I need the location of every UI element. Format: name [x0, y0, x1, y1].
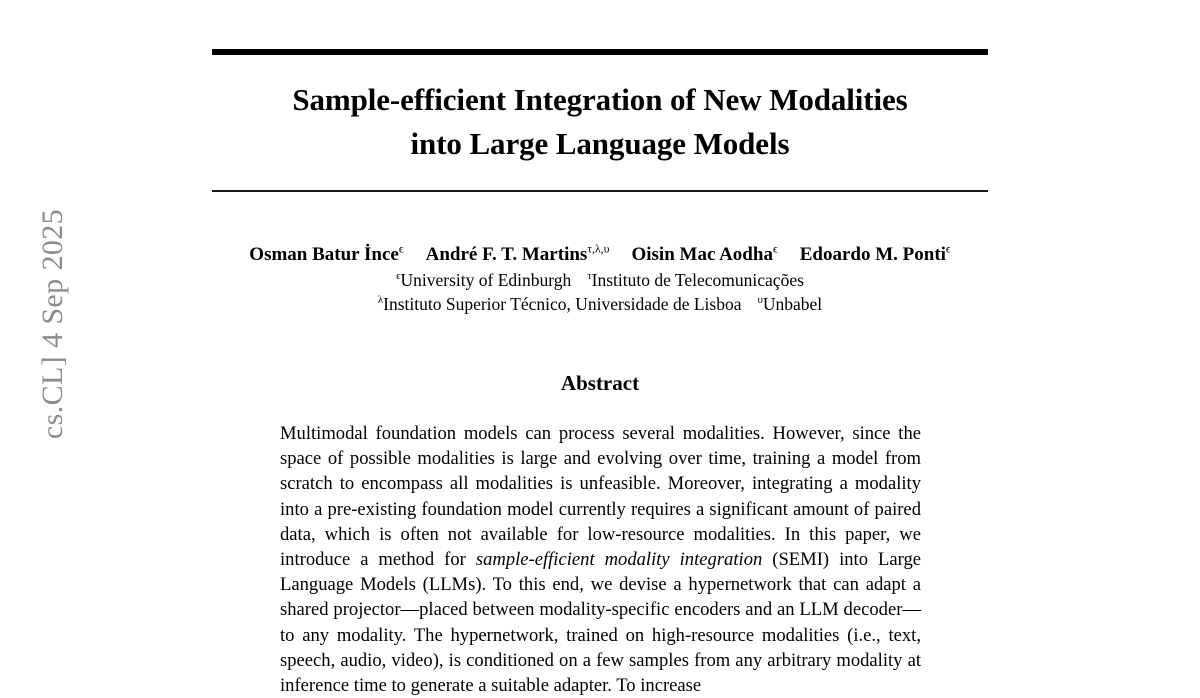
affiliation-name: University of Edinburgh [400, 270, 572, 290]
affiliation-mark: τ [587, 270, 592, 283]
author-entry: Osman Batur İnceϵ [249, 242, 404, 265]
affiliation-name: Instituto Superior Técnico, Universidade… [383, 294, 742, 314]
affiliation-name: Instituto de Telecomunicações [591, 270, 804, 290]
author-affiliation-mark: ϵ [945, 242, 951, 256]
header-rule-thick [212, 49, 988, 55]
page-title: Sample-efficient Integration of New Moda… [212, 78, 988, 166]
title-line-2: into Large Language Models [410, 126, 790, 161]
abstract-text-part-2: (SEMI) into Large Language Models (LLMs)… [280, 549, 921, 697]
affiliation-row: λInstituto Superior Técnico, Universidad… [212, 292, 988, 316]
author-affiliation-mark: ϵ [398, 242, 404, 256]
abstract-italic-term: sample-efficient modality integration [475, 549, 763, 571]
abstract-text-part-1: Multimodal foundation models can process… [280, 423, 921, 571]
affiliation-mark: ϵ [396, 270, 401, 283]
affiliation-row: ϵUniversity of Edinburgh τInstituto de Te… [212, 268, 988, 292]
title-rule-thin [212, 190, 988, 192]
authors-block: Osman Batur İnceϵ André F. T. Martinsτ,λ,… [212, 242, 988, 316]
abstract-heading: Abstract [560, 371, 640, 395]
affiliation-name: Unbabel [762, 294, 823, 314]
affiliation-mark: υ [757, 294, 763, 307]
author-name: André F. T. Martins [425, 244, 588, 265]
author-entry: Edoardo M. Pontiϵ [799, 242, 951, 265]
author-affiliation-mark: ϵ [772, 242, 778, 256]
author-entry: Oisin Mac Aodhaϵ [631, 242, 778, 265]
abstract-body: Multimodal foundation models can process… [280, 421, 921, 698]
title-line-1: Sample-efficient Integration of New Moda… [292, 82, 908, 117]
author-entry: André F. T. Martinsτ,λ,υ [425, 242, 610, 265]
abstract-paragraph: Multimodal foundation models can process… [280, 421, 921, 698]
paper-page: Sample-efficient Integration of New Moda… [212, 49, 988, 696]
author-row: Osman Batur İnceϵ André F. T. Martinsτ,λ,… [212, 242, 988, 268]
affiliation-mark: λ [377, 294, 384, 307]
author-name: Oisin Mac Aodha [631, 244, 773, 265]
author-name: Osman Batur İnce [249, 244, 399, 265]
author-affiliation-mark: τ,λ,υ [587, 242, 610, 256]
author-name: Edoardo M. Ponti [799, 244, 946, 265]
